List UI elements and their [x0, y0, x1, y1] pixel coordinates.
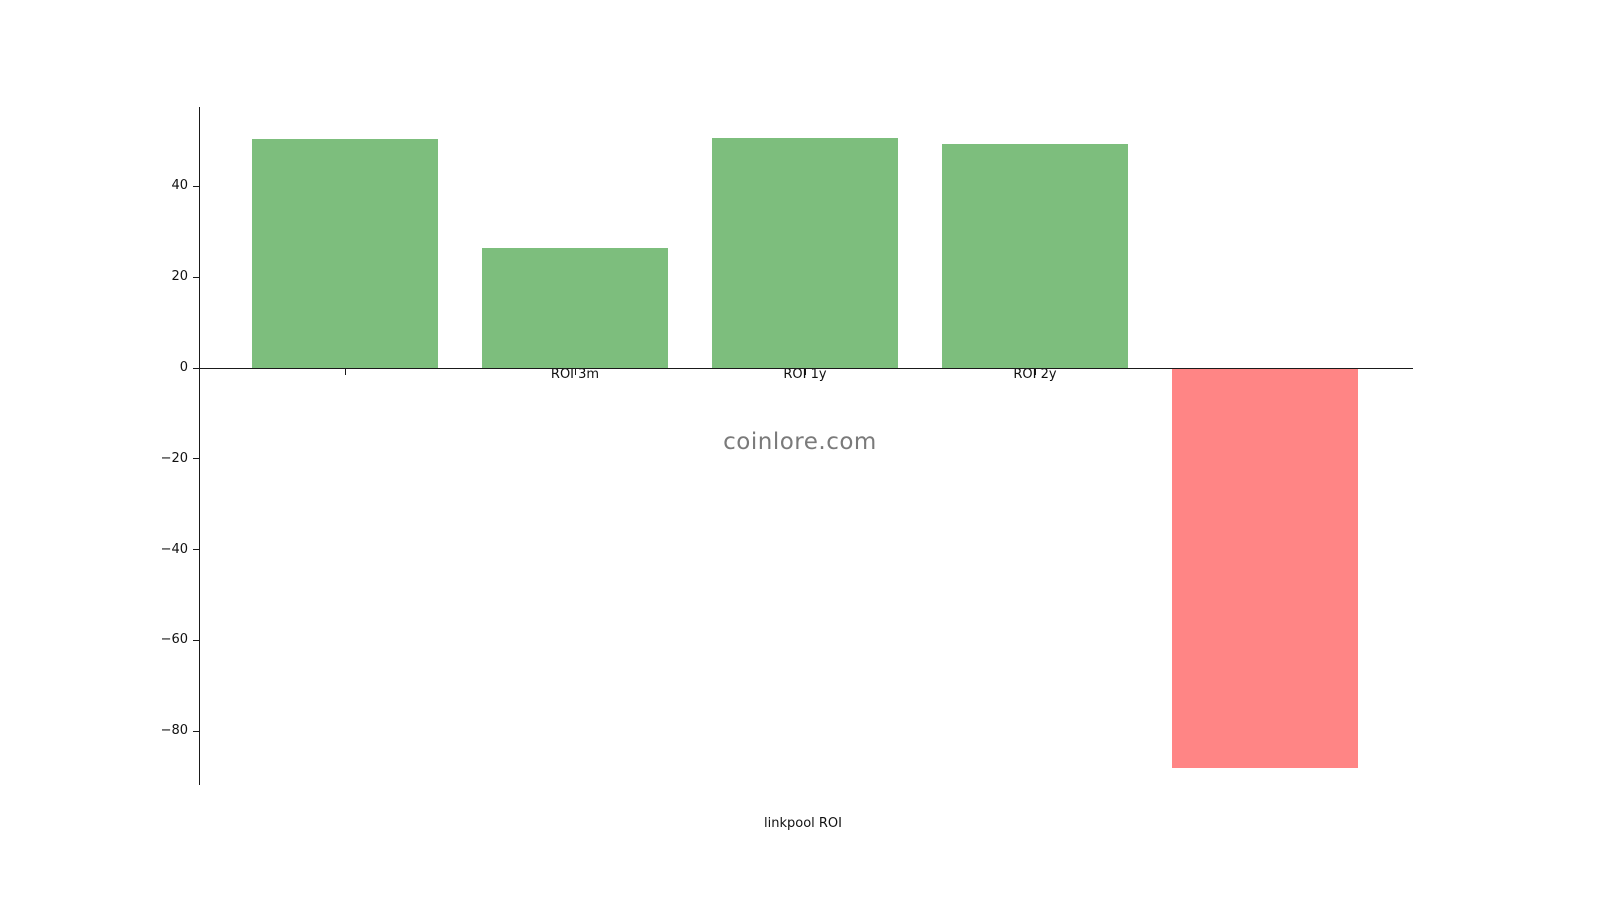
y-tick-mark [193, 367, 199, 369]
x-tick-label: ROI 2y [1013, 367, 1057, 382]
x-tick-mark [805, 368, 806, 375]
y-tick-label: −20 [160, 450, 188, 466]
y-tick-label: 0 [179, 360, 188, 375]
y-tick-label: 20 [171, 269, 188, 285]
y-tick-label: −60 [160, 632, 188, 648]
y-tick-mark [193, 276, 199, 278]
y-tick-label: −40 [160, 541, 188, 557]
y-tick-mark [193, 639, 199, 641]
y-tick-label: −80 [160, 723, 188, 739]
x-tick-mark [345, 368, 346, 375]
y-tick-label: 40 [171, 178, 188, 194]
x-tick-mark [575, 368, 576, 375]
watermark-text: coinlore.com [723, 429, 877, 455]
y-tick-mark [193, 549, 199, 551]
positive-roi-bar [252, 138, 438, 368]
x-tick-label: ROI 3m [550, 367, 600, 382]
negative-roi-bar [1172, 368, 1358, 768]
positive-roi-bar [712, 137, 898, 368]
positive-roi-bar [942, 144, 1128, 368]
positive-roi-bar [482, 247, 668, 368]
x-axis-line [199, 368, 1413, 369]
x-tick-mark [1035, 368, 1036, 375]
y-tick-mark [193, 730, 199, 732]
y-tick-mark [193, 458, 199, 460]
y-axis-line [199, 107, 200, 785]
x-tick-label: ROI 1y [783, 367, 827, 382]
x-axis-title: linkpool ROI [764, 816, 842, 831]
y-tick-mark [193, 185, 199, 187]
